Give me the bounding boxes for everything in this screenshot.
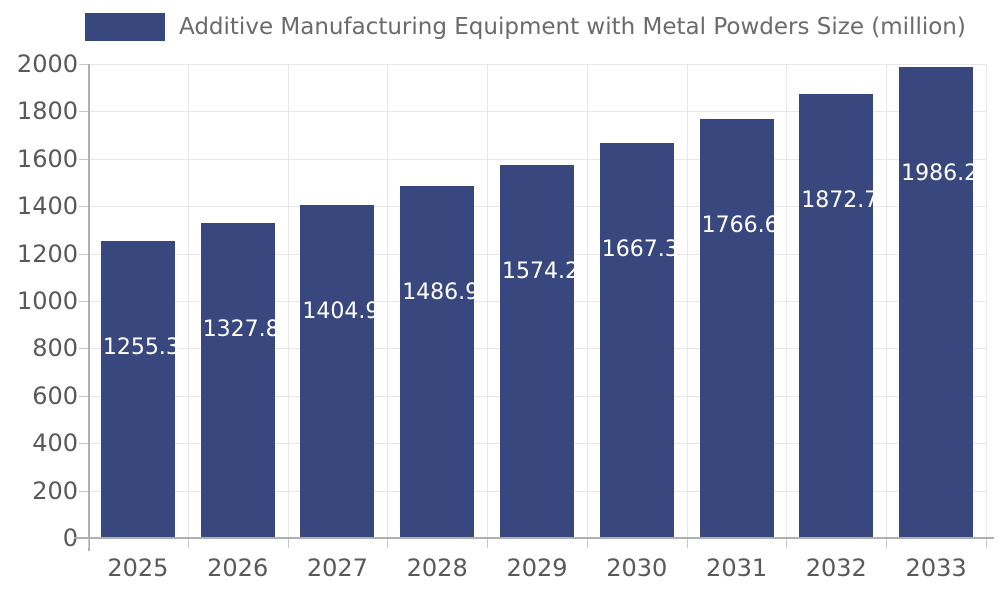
y-axis-tick-label: 1800 bbox=[16, 97, 78, 126]
x-axis-tick-mark bbox=[487, 539, 489, 548]
gridline-vertical bbox=[287, 64, 289, 538]
x-axis-tick-mark bbox=[586, 539, 588, 548]
gridline-vertical bbox=[487, 64, 489, 538]
y-axis-tick-mark bbox=[79, 443, 88, 445]
x-axis-tick-label: 2025 bbox=[107, 554, 169, 582]
y-axis-tick-label: 2000 bbox=[16, 50, 78, 78]
legend-label: Additive Manufacturing Equipment with Me… bbox=[179, 13, 966, 40]
gridline-vertical bbox=[786, 64, 788, 538]
legend-color-swatch bbox=[85, 13, 165, 41]
y-axis-tick-label: 1000 bbox=[16, 287, 78, 315]
x-axis-tick-label: 2033 bbox=[905, 554, 967, 582]
bar[interactable] bbox=[300, 205, 375, 538]
x-axis-tick-label: 2031 bbox=[706, 554, 768, 582]
y-axis-spine bbox=[88, 64, 90, 551]
gridline-vertical bbox=[187, 64, 189, 538]
x-axis-spine bbox=[74, 537, 994, 539]
gridline-horizontal bbox=[88, 64, 986, 65]
y-axis-tick-mark bbox=[79, 158, 88, 160]
bar[interactable] bbox=[400, 185, 475, 538]
y-axis-tick-label: 600 bbox=[32, 381, 78, 410]
gridline-vertical bbox=[387, 64, 389, 538]
bar[interactable] bbox=[899, 67, 974, 538]
x-axis-tick-mark bbox=[786, 539, 788, 548]
chart-legend[interactable]: Additive Manufacturing Equipment with Me… bbox=[85, 11, 966, 43]
y-axis-tick-label: 0 bbox=[62, 524, 78, 552]
y-axis-tick-label: 1600 bbox=[16, 144, 78, 173]
x-axis-tick-mark bbox=[886, 539, 888, 548]
x-axis-tick-label: 2029 bbox=[506, 554, 568, 582]
y-axis-tick-mark bbox=[79, 64, 88, 65]
gridline-horizontal bbox=[88, 158, 986, 160]
bar[interactable] bbox=[200, 223, 275, 538]
x-axis-tick-mark bbox=[187, 539, 189, 548]
y-axis-tick-mark bbox=[79, 206, 88, 208]
x-axis-tick-label: 2032 bbox=[805, 554, 867, 582]
gridline-vertical bbox=[986, 64, 987, 538]
x-axis-tick-mark bbox=[986, 539, 987, 548]
x-axis-tick-mark bbox=[686, 539, 688, 548]
y-axis-tick-label: 1200 bbox=[16, 239, 78, 268]
x-axis-tick-label: 2028 bbox=[406, 554, 468, 582]
x-axis-tick-mark bbox=[287, 539, 289, 548]
y-axis-tick-label: 400 bbox=[32, 429, 78, 458]
plot-area: 1255.3 1327.8 1404.9 1486.9 1574.2 1667.3 1766… bbox=[88, 64, 987, 539]
gridline-vertical bbox=[886, 64, 888, 538]
gridline-vertical bbox=[586, 64, 588, 538]
y-axis-tick-mark bbox=[79, 490, 88, 492]
x-axis-tick-label: 2030 bbox=[606, 554, 668, 582]
gridline-horizontal bbox=[88, 111, 986, 113]
y-axis-tick-mark bbox=[79, 111, 88, 113]
y-axis-tick-mark bbox=[79, 395, 88, 397]
x-axis-tick-label: 2026 bbox=[207, 554, 269, 582]
x-axis-tick-mark bbox=[387, 539, 389, 548]
bar[interactable] bbox=[500, 164, 574, 538]
x-axis-tick-label: 2027 bbox=[306, 554, 368, 582]
y-axis-tick-label: 200 bbox=[32, 476, 78, 505]
y-axis-tick-mark bbox=[79, 301, 88, 302]
bar[interactable] bbox=[599, 142, 674, 538]
y-axis-tick-mark bbox=[79, 348, 88, 350]
gridline-vertical bbox=[686, 64, 688, 538]
y-axis-tick-label: 1400 bbox=[16, 192, 78, 221]
bar[interactable] bbox=[100, 240, 175, 538]
y-axis-tick-mark bbox=[79, 253, 88, 255]
bar[interactable] bbox=[699, 119, 774, 538]
x-axis-tick-mark bbox=[88, 539, 89, 548]
y-axis-tick-label: 800 bbox=[32, 334, 78, 363]
bar[interactable] bbox=[799, 94, 874, 538]
